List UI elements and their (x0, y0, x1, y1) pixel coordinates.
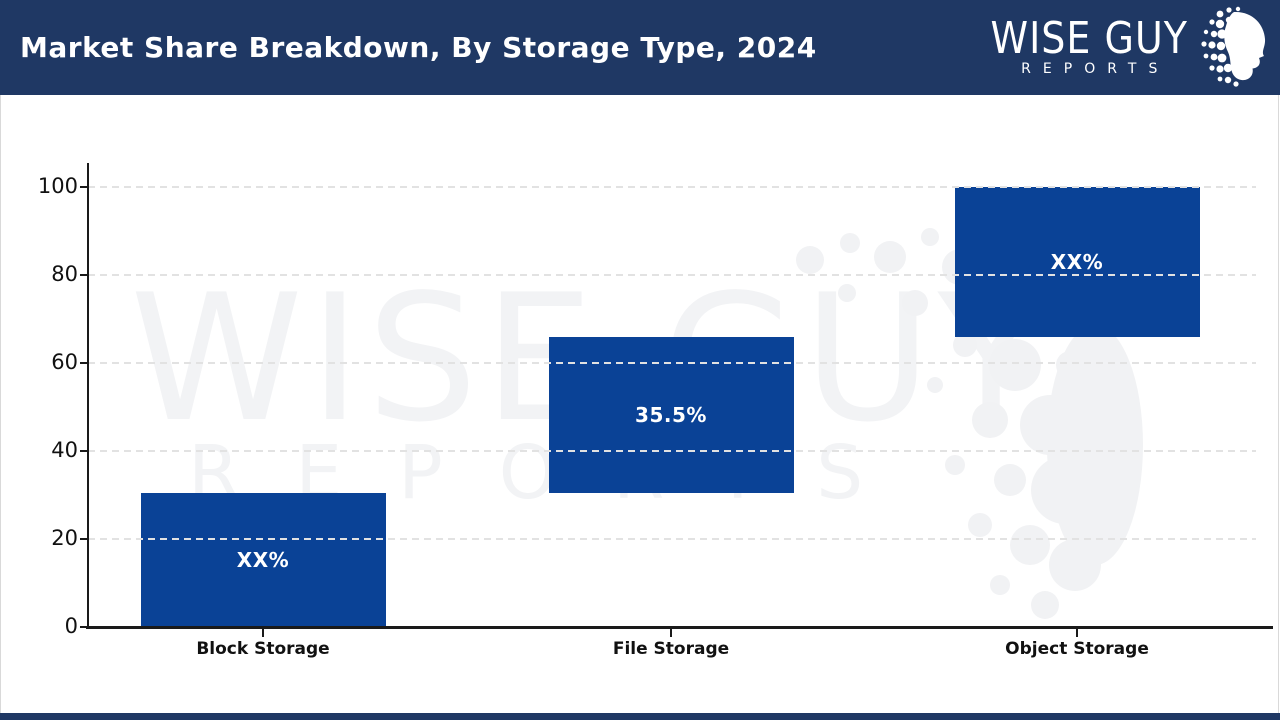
bar-block-storage: XX% (140, 492, 386, 627)
logo-text: WISE GUY REPORTS (990, 12, 1188, 78)
gridline-y-20 (88, 538, 1256, 540)
y-tick-mark-60 (80, 362, 88, 364)
logo-brand-subtext: REPORTS (1021, 61, 1170, 78)
gridline-y-60 (88, 362, 1256, 364)
x-tick-mark-2 (670, 629, 672, 637)
y-tick-label-0: 0 (64, 614, 78, 638)
y-tick-mark-20 (80, 538, 88, 540)
y-axis-line (87, 163, 89, 628)
bar-value-label: 35.5% (635, 402, 707, 427)
x-axis-label-block-storage: Block Storage (196, 639, 330, 659)
wise-guy-reports-logo: WISE GUY REPORTS (991, 4, 1272, 92)
y-tick-mark-40 (80, 450, 88, 452)
bar-value-label: XX% (1050, 249, 1104, 274)
logo-face-icon (1201, 6, 1266, 87)
bar-object-storage: XX% (954, 187, 1200, 337)
x-axis-label-file-storage: File Storage (612, 639, 730, 659)
x-tick-mark-3 (1076, 629, 1078, 637)
x-axis-label-object-storage: Object Storage (1005, 639, 1149, 659)
y-tick-label-80: 80 (51, 262, 78, 286)
footer-brand-strip (0, 713, 1280, 720)
header-band: Market Share Breakdown, By Storage Type,… (0, 0, 1280, 95)
y-tick-mark-0 (80, 626, 88, 628)
bar-value-label: XX% (236, 547, 290, 572)
gridline-y-80 (88, 274, 1256, 276)
x-axis-line (86, 626, 1273, 629)
x-tick-mark-1 (262, 629, 264, 637)
y-tick-label-60: 60 (51, 350, 78, 374)
gridline-y-40 (88, 450, 1256, 452)
logo-brand-name: WISE GUY (990, 12, 1188, 63)
y-tick-label-20: 20 (51, 526, 78, 550)
image-border-left (0, 95, 1, 713)
y-tick-mark-80 (80, 274, 88, 276)
y-tick-mark-100 (80, 186, 88, 188)
page-title: Market Share Breakdown, By Storage Type,… (20, 31, 817, 64)
image-border-right (1278, 95, 1279, 713)
gridline-y-100 (88, 186, 1256, 188)
bar-file-storage: 35.5% (548, 336, 794, 493)
y-tick-label-40: 40 (51, 438, 78, 462)
y-tick-label-100: 100 (37, 174, 78, 198)
